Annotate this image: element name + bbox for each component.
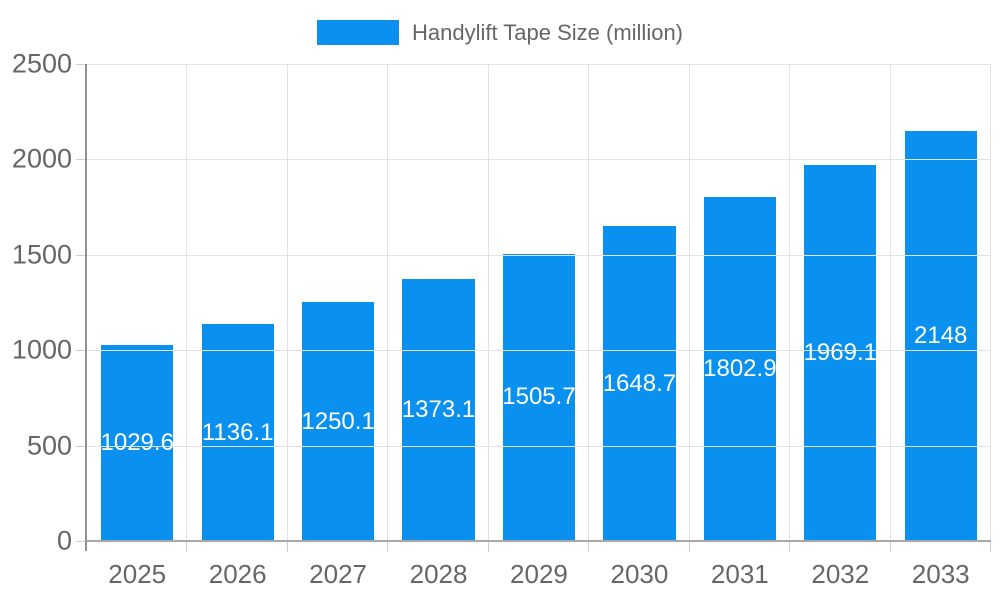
bar-value-label: 1969.1 — [803, 339, 877, 367]
y-tick-mark — [76, 445, 86, 447]
x-tick-label: 2028 — [409, 559, 468, 589]
x-tick-label: 2029 — [510, 559, 568, 589]
bar-value-label: 1250.1 — [301, 407, 375, 435]
y-tick-mark — [76, 159, 86, 161]
y-axis-ticks — [76, 64, 86, 542]
x-axis-ticks — [87, 542, 991, 552]
bar-slot: 1029.6 — [87, 64, 187, 541]
gridline-horizontal — [87, 64, 991, 65]
x-tick-mark — [889, 542, 891, 552]
bar: 1136.1 — [201, 324, 274, 541]
bar-value-label: 1648.7 — [602, 369, 677, 397]
x-tick-label: 2026 — [208, 559, 267, 589]
bar-value-label: 1029.6 — [100, 428, 174, 456]
plot-area: 1029.6 1136.1 1250.1 1373.1 1505.7 1648.7 1802… — [87, 64, 991, 541]
bar-slot: 1802.9 — [690, 64, 790, 541]
y-tick-label: 500 — [26, 430, 72, 461]
x-tick-mark — [990, 542, 991, 552]
x-tick-label: 2030 — [610, 559, 669, 589]
y-tick-label: 0 — [56, 525, 72, 556]
gridline-vertical — [487, 64, 489, 541]
gridline-horizontal — [87, 254, 991, 256]
bar-value-label: 1802.9 — [703, 355, 777, 382]
y-axis-line — [85, 64, 87, 551]
x-tick-mark — [789, 542, 791, 552]
x-tick-mark — [286, 542, 288, 552]
bar: 1802.9 — [703, 197, 777, 541]
x-axis-labels: 2025 2026 2027 2028 2029 2030 2031 2032 2033 — [87, 556, 991, 592]
y-tick-label: 1500 — [11, 239, 72, 270]
bar-slot: 1136.1 — [187, 64, 287, 541]
x-tick-mark — [387, 542, 389, 552]
x-tick-mark — [186, 542, 188, 552]
x-tick-mark — [487, 542, 489, 552]
bar: 1648.7 — [602, 226, 677, 541]
bar: 1029.6 — [100, 344, 174, 541]
gridline-horizontal — [87, 350, 991, 352]
x-tick-mark — [588, 542, 590, 552]
y-tick-mark — [76, 350, 86, 352]
gridline-horizontal — [87, 445, 991, 447]
bar: 1250.1 — [301, 302, 375, 541]
gridline-vertical — [789, 64, 791, 541]
y-tick-label: 2500 — [11, 48, 72, 79]
y-tick-label: 1000 — [11, 334, 72, 365]
x-tick-label: 2027 — [309, 559, 368, 589]
gridline-horizontal — [87, 159, 991, 161]
legend-label: Handylift Tape Size (million) — [411, 19, 684, 45]
x-tick-label: 2031 — [710, 559, 769, 589]
y-tick-mark — [76, 64, 86, 65]
bar-value-label: 1505.7 — [502, 383, 576, 411]
bar-slot: 1505.7 — [489, 64, 589, 541]
bar-value-label: 2148 — [914, 322, 968, 350]
gridline-vertical — [387, 64, 389, 541]
gridline-vertical — [286, 64, 288, 541]
gridline-vertical — [990, 64, 991, 541]
bar-slot: 1648.7 — [589, 64, 689, 541]
x-tick-mark — [688, 542, 690, 552]
gridline-vertical — [889, 64, 891, 541]
legend-swatch — [316, 19, 399, 45]
bars-container: 1029.6 1136.1 1250.1 1373.1 1505.7 1648.7 1802… — [87, 64, 991, 541]
gridline-vertical — [688, 64, 690, 541]
bar-slot: 2148 — [891, 64, 991, 541]
bar: 1373.1 — [401, 279, 476, 541]
legend: Handylift Tape Size (million) — [0, 18, 1000, 46]
gridline-vertical — [588, 64, 590, 541]
y-axis-labels: 0 500 1000 1500 2000 2500 — [0, 50, 72, 554]
bar-slot: 1969.1 — [790, 64, 890, 541]
bar-slot: 1373.1 — [388, 64, 488, 541]
y-tick-mark — [76, 254, 86, 256]
x-tick-label: 2025 — [108, 559, 167, 589]
bar-value-label: 1136.1 — [201, 418, 274, 446]
y-tick-mark — [76, 541, 86, 542]
bar-value-label: 1373.1 — [401, 396, 476, 423]
gridline-vertical — [186, 64, 188, 541]
bar-slot: 1250.1 — [288, 64, 388, 541]
bar: 1969.1 — [803, 165, 877, 541]
x-axis-line — [87, 540, 991, 542]
x-tick-label: 2033 — [911, 559, 970, 589]
bar: 2148 — [904, 131, 977, 541]
y-tick-label: 2000 — [11, 143, 72, 174]
x-tick-label: 2032 — [811, 559, 870, 589]
bar: 1505.7 — [502, 253, 576, 541]
